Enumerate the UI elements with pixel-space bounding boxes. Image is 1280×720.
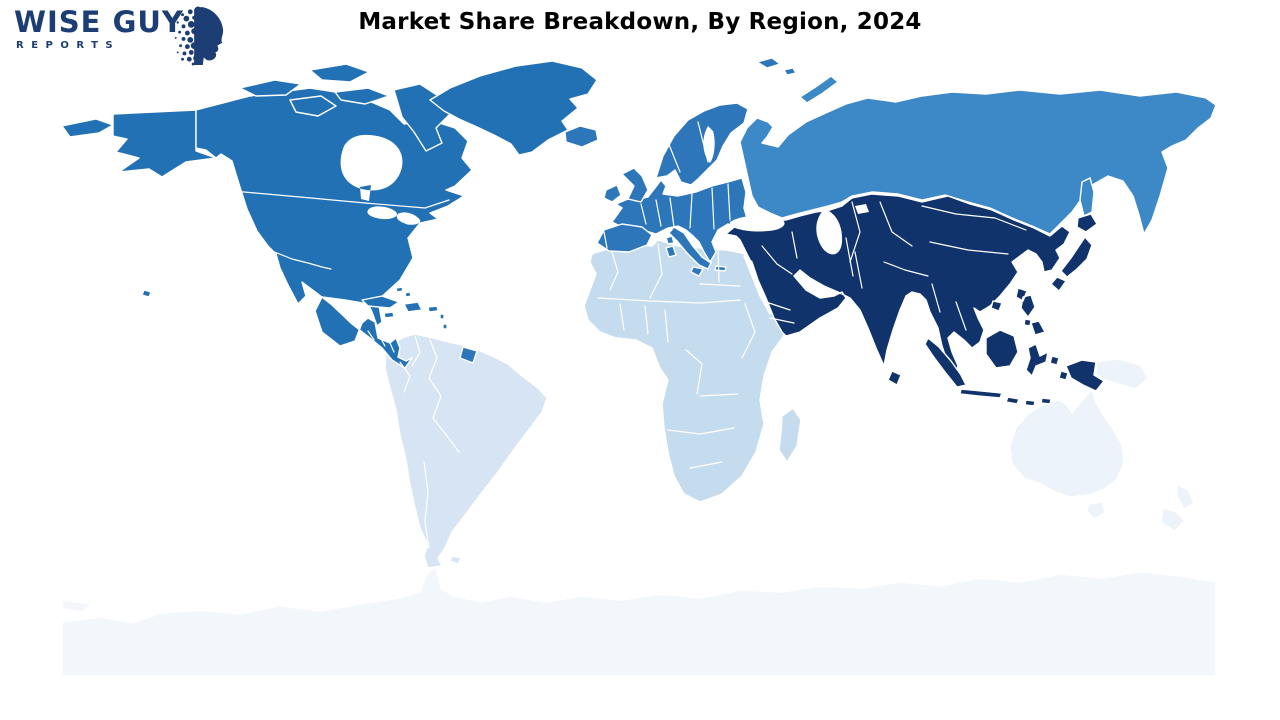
landmass-italy-islands <box>665 226 727 277</box>
landmass-madagascar <box>778 407 802 463</box>
landmass-aleutians <box>61 118 114 138</box>
landmass-taiwan-hainan-philippines <box>990 287 1046 336</box>
landmass-uk <box>621 167 649 203</box>
wise-guy-reports-logo: WISE GUY REPORTS <box>14 5 227 67</box>
page-title: Market Share Breakdown, By Region, 2024 <box>358 9 922 35</box>
landmass-asia-mainland <box>725 193 1071 373</box>
landmass-hawaii <box>141 289 152 298</box>
landmass-north-america-mainland <box>195 87 473 369</box>
landmass-russia <box>739 89 1217 235</box>
great-lakes <box>367 206 421 225</box>
landmass-japan <box>1050 213 1098 292</box>
landmass-south-america <box>384 333 548 569</box>
landmass-scandinavia <box>655 102 749 186</box>
landmass-new-guinea-east <box>1095 358 1149 390</box>
region-russia-cis <box>739 75 1217 235</box>
landmass-iberia <box>596 223 653 253</box>
landmass-french-guiana <box>459 346 478 364</box>
region-antarctica <box>61 567 1217 677</box>
black-sea <box>730 215 785 232</box>
landmass-australia <box>1009 389 1125 498</box>
region-asia-pacific-middle-east <box>725 193 1105 407</box>
landmass-antarctica <box>61 567 1217 677</box>
region-oceania <box>1009 358 1195 532</box>
landmass-tasmania-new-zealand <box>1086 483 1195 532</box>
landmass-arctic-islands <box>239 63 451 152</box>
landmass-sri-lanka <box>887 370 902 386</box>
landmass-falklands <box>449 555 462 565</box>
caspian-aral-sea <box>816 204 869 255</box>
landmass-ireland <box>603 184 622 203</box>
region-europe <box>459 57 797 364</box>
landmass-alaska <box>112 109 217 178</box>
dotted-head-icon <box>174 6 224 66</box>
inland-seas <box>340 126 869 255</box>
country-borders <box>232 121 1027 549</box>
logo-wordmark: WISE GUY REPORTS <box>14 5 184 52</box>
landmass-caribbean <box>361 286 448 330</box>
logo-line1: WISE GUY <box>14 5 184 39</box>
landmass-svalbard <box>756 57 797 76</box>
landmass-sakhalin-novaya-zemlya <box>799 75 1095 217</box>
landmass-greenland <box>429 60 598 156</box>
logo-line2: REPORTS <box>16 40 121 51</box>
landmass-iceland <box>564 125 599 148</box>
hudson-bay <box>340 134 403 201</box>
region-north-america <box>61 60 598 369</box>
region-south-america <box>384 333 548 569</box>
landmass-indonesia <box>924 329 1105 407</box>
